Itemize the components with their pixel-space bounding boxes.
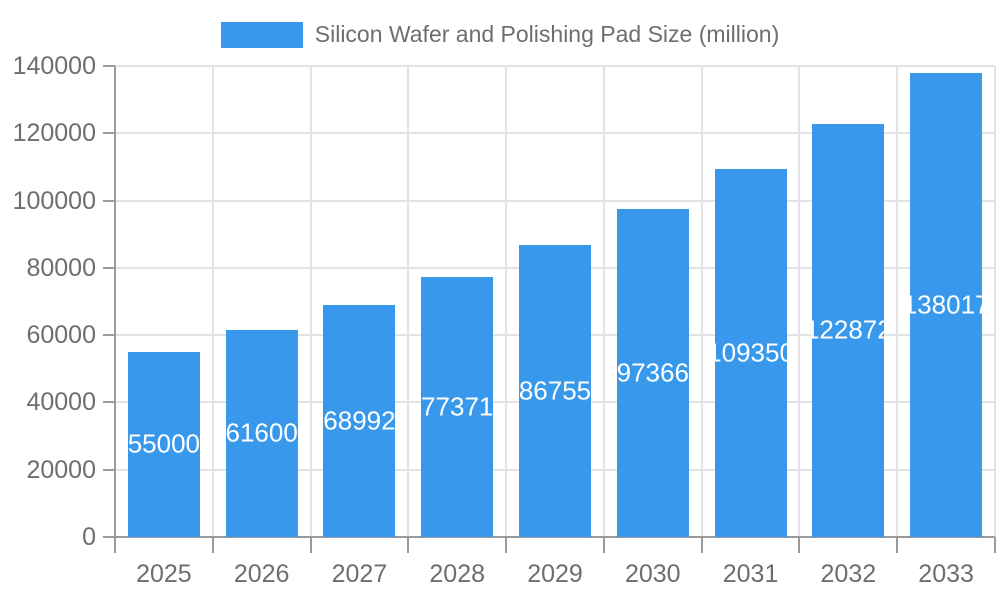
bar-2026[interactable] (225, 329, 298, 537)
bar-value-label: 97366 (616, 357, 689, 388)
x-gridline (994, 66, 996, 537)
x-tick-mark (309, 537, 312, 553)
y-tick-mark (103, 334, 115, 337)
x-axis-tick-label: 2027 (331, 560, 388, 588)
bar-value-label: 86755 (518, 375, 592, 406)
x-axis-tick-label: 2033 (918, 560, 974, 588)
y-tick-mark (103, 401, 115, 404)
legend-label: Silicon Wafer and Polishing Pad Size (mi… (314, 21, 780, 47)
y-axis-tick-label: 120000 (12, 119, 96, 148)
legend-swatch-icon (220, 21, 303, 48)
x-tick-mark (211, 537, 214, 553)
x-gridline (602, 66, 605, 537)
x-axis-line (115, 536, 995, 538)
x-axis-tick-label: 2026 (233, 560, 290, 588)
y-axis-tick-label: 40000 (26, 388, 96, 417)
bar-2029[interactable] (519, 245, 591, 537)
y-gridline (115, 199, 995, 202)
bar-2028[interactable] (421, 276, 494, 537)
x-tick-mark (407, 537, 410, 553)
x-gridline (700, 66, 703, 537)
x-gridline (798, 66, 801, 537)
x-axis-tick-label: 2032 (820, 560, 877, 588)
x-gridline (211, 66, 214, 537)
bar-2030[interactable] (616, 209, 689, 537)
x-axis-tick-label: 2031 (722, 560, 779, 588)
bar-value-label: 61600 (225, 417, 298, 448)
bar-2025[interactable] (127, 351, 200, 537)
bar-value-label: 68992 (323, 405, 396, 436)
bar-value-label: 55000 (127, 428, 201, 459)
x-axis-tick-label: 2029 (527, 560, 583, 588)
bar-2032[interactable] (812, 123, 885, 537)
y-gridline (115, 132, 995, 135)
x-tick-mark (602, 537, 605, 553)
x-tick-mark (505, 537, 508, 553)
y-axis-tick-label: 0 (82, 523, 96, 551)
y-axis-tick-label: 20000 (26, 455, 96, 484)
y-tick-mark (103, 199, 115, 202)
x-axis-tick-label: 2030 (624, 560, 681, 588)
x-tick-mark (896, 537, 899, 553)
legend[interactable]: Silicon Wafer and Polishing Pad Size (mi… (0, 21, 1000, 48)
bar-2031[interactable] (714, 169, 787, 537)
y-tick-mark (103, 65, 115, 67)
y-tick-mark (103, 132, 115, 135)
x-axis-tick-label: 2028 (429, 560, 486, 588)
y-axis-tick-label: 60000 (26, 321, 96, 350)
bar-value-label: 138017 (902, 289, 990, 320)
bar-value-label: 109350 (707, 337, 794, 368)
bar-2027[interactable] (323, 304, 396, 537)
x-axis-tick-label: 2025 (136, 560, 192, 588)
y-axis-tick-label: 80000 (26, 253, 96, 282)
bar-value-label: 77371 (421, 391, 494, 422)
x-tick-mark (798, 537, 801, 553)
x-gridline (407, 66, 410, 537)
x-tick-mark (700, 537, 703, 553)
y-tick-mark (103, 468, 115, 471)
bar-value-label: 122872 (804, 314, 892, 345)
y-tick-mark (103, 536, 115, 538)
y-axis-line (114, 66, 116, 553)
y-axis-tick-label: 100000 (12, 186, 96, 215)
y-axis-tick-label: 140000 (12, 52, 96, 80)
x-tick-mark (994, 537, 996, 553)
x-gridline (309, 66, 312, 537)
x-gridline (505, 66, 508, 537)
y-tick-mark (103, 266, 115, 269)
x-gridline (896, 66, 899, 537)
bar-2033[interactable] (910, 72, 983, 537)
y-gridline (115, 65, 995, 67)
